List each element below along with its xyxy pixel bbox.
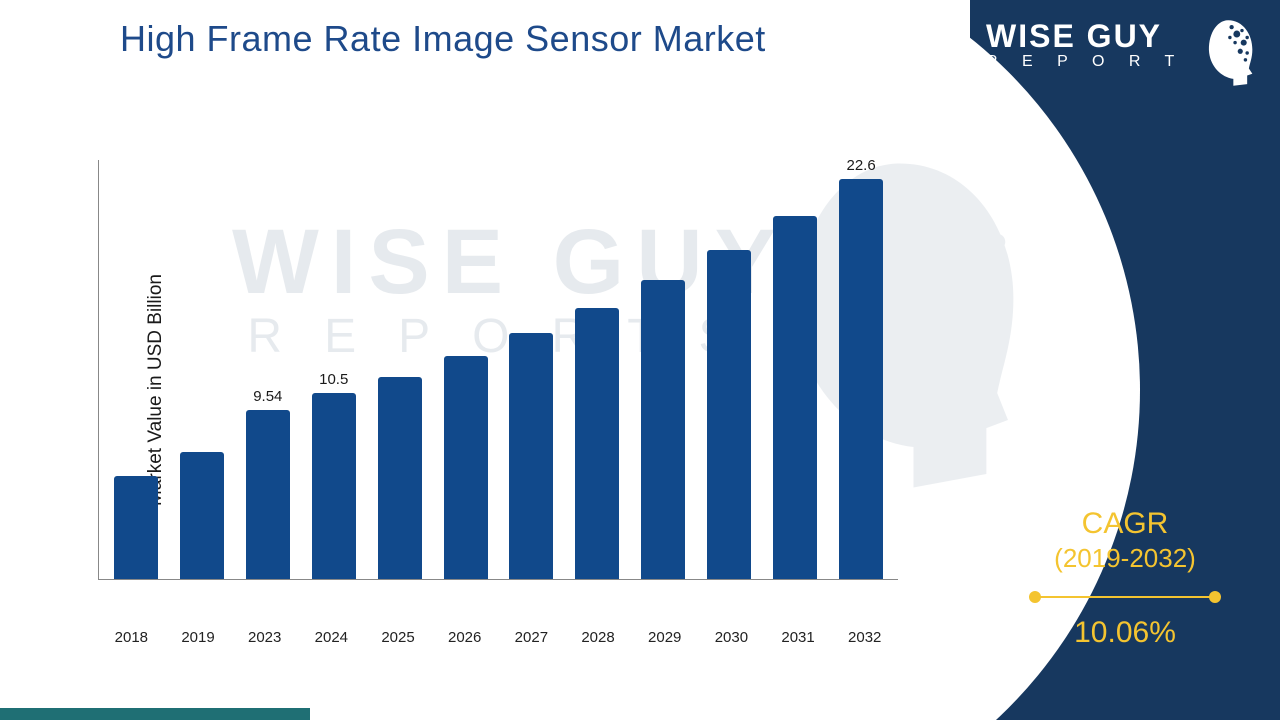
bar-value-label: 10.5	[319, 371, 348, 389]
bar-slot	[169, 430, 235, 579]
x-tick-label: 2032	[831, 629, 898, 646]
bar-value-label: 22.6	[847, 157, 876, 175]
x-tick-label: 2025	[365, 629, 432, 646]
brand-logo: WISE GUY R E P O R T S	[986, 18, 1256, 88]
x-tick-label: 2024	[298, 629, 365, 646]
bars-container: 9.54 10.5 22.6	[99, 160, 898, 579]
bar	[641, 280, 685, 579]
bar	[378, 377, 422, 579]
cagr-block: CAGR (2019-2032) 10.06%	[1000, 507, 1250, 650]
bar-slot: 9.54	[235, 388, 301, 579]
bar-slot	[630, 258, 696, 579]
x-tick-label: 2019	[165, 629, 232, 646]
cagr-divider	[1035, 596, 1215, 598]
bar	[312, 393, 356, 579]
bar-slot	[367, 355, 433, 579]
bar	[707, 250, 751, 579]
x-tick-label: 2026	[431, 629, 498, 646]
bar	[246, 410, 290, 579]
bar-slot	[696, 228, 762, 579]
bar-slot	[103, 454, 169, 579]
bar-value-label: 9.54	[253, 388, 282, 406]
plot-area: 9.54 10.5 22.6	[98, 160, 898, 580]
bar	[509, 333, 553, 579]
cagr-value: 10.06%	[1000, 616, 1250, 650]
bar	[773, 216, 817, 579]
brand-name: WISE GUY	[986, 20, 1194, 52]
x-tick-label: 2031	[765, 629, 832, 646]
bar	[180, 452, 224, 579]
report-graphic: WISE GUY REPORTS High Frame Rate Image S…	[0, 0, 1280, 720]
cagr-range: (2019-2032)	[1000, 543, 1250, 574]
x-tick-label: 2027	[498, 629, 565, 646]
x-tick-label: 2028	[565, 629, 632, 646]
bar	[575, 308, 619, 579]
bar	[444, 356, 488, 579]
chart-title: High Frame Rate Image Sensor Market	[120, 18, 766, 60]
bar	[114, 476, 158, 579]
cagr-label: CAGR	[1000, 507, 1250, 541]
brand-subtitle: R E P O R T S	[986, 54, 1194, 86]
bar-slot	[762, 194, 828, 579]
bar-slot	[499, 311, 565, 579]
bar-chart: Market Value in USD Billion 9.5410.522.6…	[80, 160, 900, 620]
x-tick-label: 2029	[631, 629, 698, 646]
bar-slot: 10.5	[301, 371, 367, 579]
x-tick-label: 2023	[231, 629, 298, 646]
bar-slot	[433, 334, 499, 579]
bar-slot	[564, 286, 630, 579]
x-tick-label: 2018	[98, 629, 165, 646]
brand-head-icon	[1204, 18, 1256, 88]
x-tick-label: 2030	[698, 629, 765, 646]
x-axis-labels: 2018201920232024202520262027202820292030…	[98, 629, 898, 646]
bar-slot: 22.6	[828, 157, 894, 579]
bottom-accent-strip	[0, 708, 310, 720]
bar	[839, 179, 883, 579]
